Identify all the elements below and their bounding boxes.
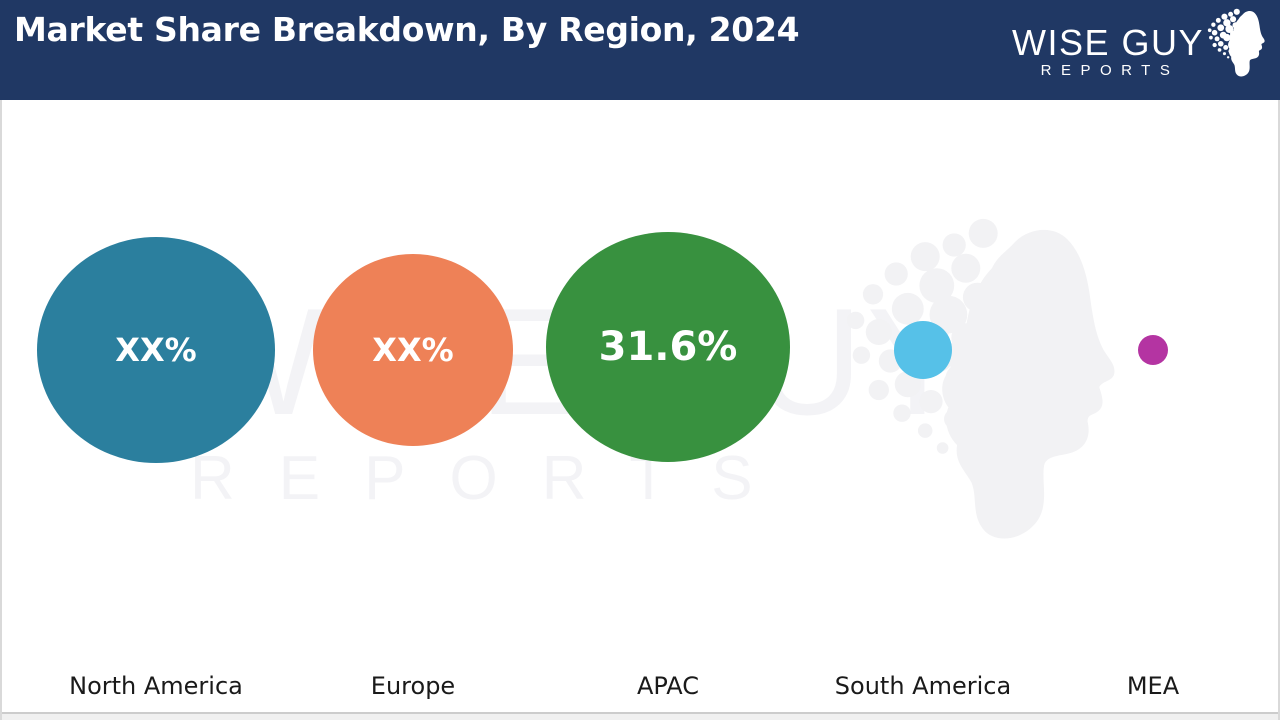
bubble-value-label: XX% <box>372 331 454 369</box>
bubble-apac: 31.6% <box>546 232 790 462</box>
category-label-apac: APAC <box>636 672 700 700</box>
dotted-head-icon <box>1206 8 1270 82</box>
category-label-mea: MEA <box>1126 672 1180 700</box>
logo-name: WISE GUY <box>1011 22 1204 63</box>
page-title: Market Share Breakdown, By Region, 2024 <box>14 10 800 49</box>
category-label-europe: Europe <box>370 672 456 700</box>
bubble-north-america: XX% <box>37 237 275 463</box>
category-label-south-america: South America <box>834 672 1012 700</box>
chart-area: WISE GUY REPORTS XX% XX% 31.6% North Ame… <box>0 100 1280 720</box>
header-bar: Market Share Breakdown, By Region, 2024 … <box>0 0 1280 100</box>
category-label-north-america: North America <box>69 672 243 700</box>
logo-text: WISE GUY REPORTS <box>1012 24 1204 80</box>
bubble-south-america <box>894 321 952 379</box>
bubble-value-label: 31.6% <box>598 324 738 370</box>
bubble-europe: XX% <box>313 254 513 446</box>
watermark-dotted-head-icon <box>838 216 1140 564</box>
watermark-subtitle: REPORTS <box>190 444 797 513</box>
logo-subtitle: REPORTS <box>1040 62 1180 79</box>
bubble-value-label: XX% <box>115 331 197 369</box>
wise-guy-logo: WISE GUY REPORTS <box>1012 4 1270 96</box>
bottom-edge-strip <box>2 712 1278 720</box>
bubble-mea <box>1138 335 1168 365</box>
